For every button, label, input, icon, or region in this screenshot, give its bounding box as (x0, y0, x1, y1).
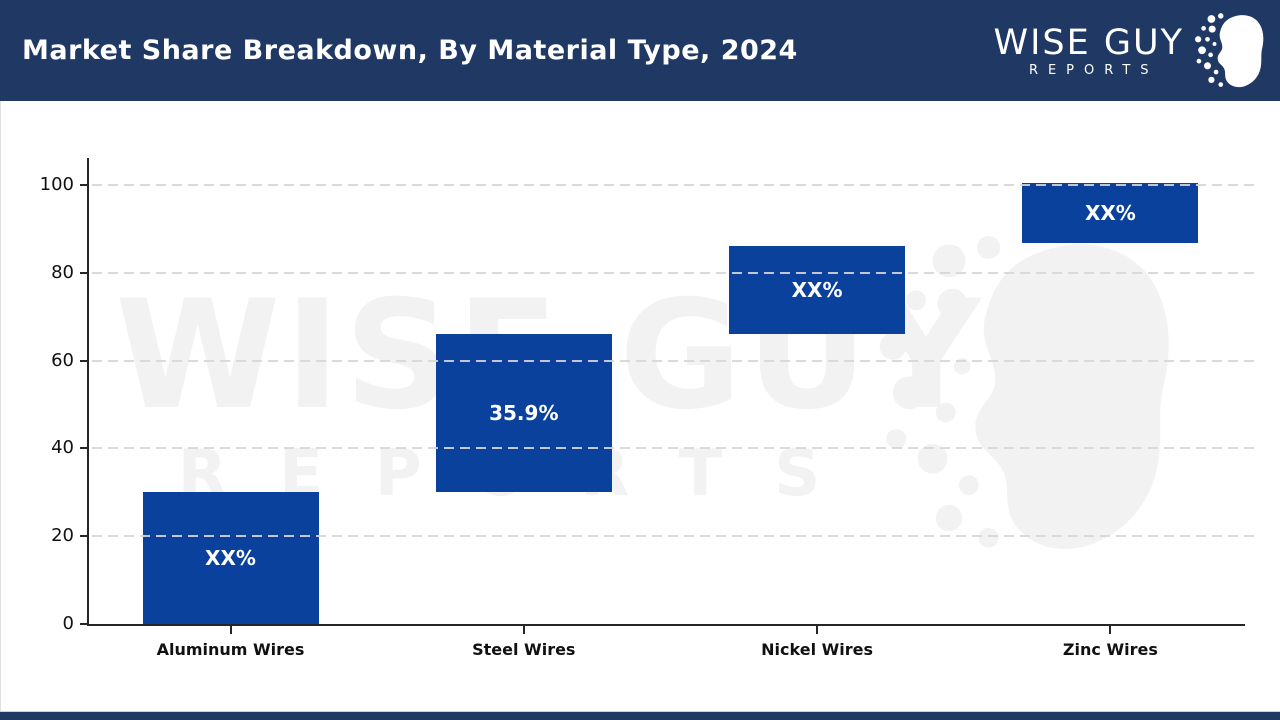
y-tick-label: 20 (51, 525, 74, 547)
y-tick-mark (80, 535, 87, 538)
gridline (92, 447, 1258, 450)
x-tick-mark (1109, 626, 1112, 634)
brand-name: WISE GUY (993, 23, 1184, 63)
bar-label: XX% (1084, 201, 1136, 226)
y-tick-label: 80 (51, 261, 74, 283)
watermark-face-icon (879, 235, 1169, 549)
x-tick-label: Steel Wires (472, 640, 576, 659)
y-axis-line (87, 158, 89, 626)
x-axis-line (87, 624, 1245, 626)
gridline (92, 271, 1258, 274)
bar: 35.9% (435, 334, 612, 492)
x-tick-label: Aluminum Wires (156, 640, 305, 659)
footer-bar (0, 711, 1280, 720)
bar-label: 35.9% (489, 401, 559, 426)
x-tick-label: Nickel Wires (761, 640, 874, 659)
face-profile-icon (1195, 13, 1264, 88)
y-tick-mark (80, 623, 87, 625)
x-tick-mark (522, 626, 525, 634)
brand-logo-text: WISE GUY REPORTS (993, 24, 1184, 78)
y-tick-mark (80, 359, 87, 362)
bar: XX% (142, 491, 319, 624)
gridline (92, 184, 1258, 187)
y-tick-label: 40 (51, 437, 74, 459)
y-tick-mark (80, 447, 87, 450)
header: Market Share Breakdown, By Material Type… (0, 0, 1280, 101)
bar-label: XX% (791, 277, 843, 302)
bar-label: XX% (205, 545, 256, 570)
y-tick-label: 0 (62, 613, 74, 634)
page-left-border (0, 101, 1, 720)
x-tick-mark (816, 626, 819, 634)
y-tick-mark (80, 184, 87, 187)
page-title: Market Share Breakdown, By Material Type… (22, 35, 798, 66)
gridline (92, 535, 1258, 538)
y-tick-mark (80, 271, 87, 274)
gridline (92, 359, 1258, 362)
brand-subname: REPORTS (1028, 63, 1159, 78)
brand-logo: WISE GUY REPORTS (993, 6, 1266, 96)
x-tick-mark (229, 626, 232, 634)
bar: XX% (729, 245, 906, 334)
y-tick-label: 100 (39, 174, 74, 196)
bar: XX% (1022, 183, 1199, 244)
x-tick-label: Zinc Wires (1062, 640, 1158, 659)
y-tick-label: 60 (51, 349, 74, 371)
